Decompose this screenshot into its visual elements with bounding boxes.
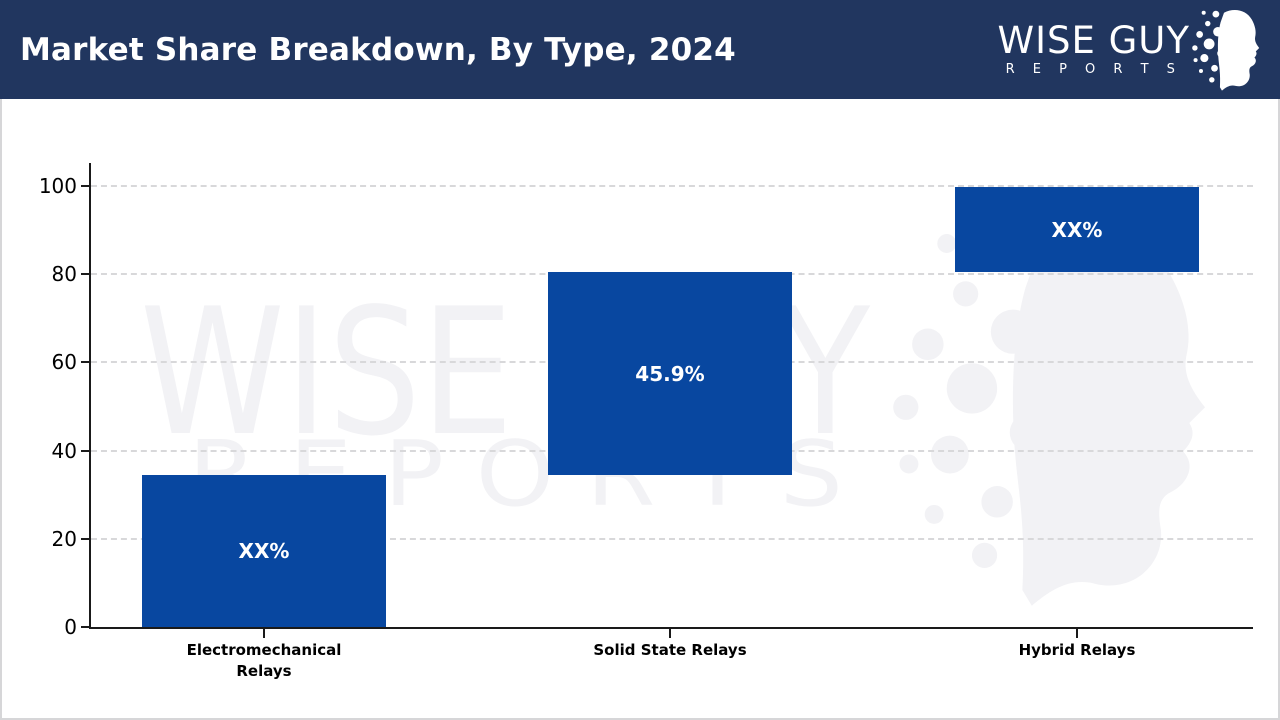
y-axis-tick-20 xyxy=(81,537,89,540)
y-axis-line xyxy=(89,163,91,629)
bar-value-label-solid-state-relays: 45.9% xyxy=(635,361,705,386)
y-axis-tick-100 xyxy=(81,185,89,187)
y-tick-label-80: 80 xyxy=(51,262,77,287)
watermark-head-profile xyxy=(893,230,1206,606)
y-axis-tick-60 xyxy=(81,361,89,364)
y-tick-label-100: 100 xyxy=(38,174,77,198)
chart-title: Market Share Breakdown, By Type, 2024 xyxy=(20,31,736,68)
bar-solid-state-relays xyxy=(548,272,792,475)
y-tick-label-40: 40 xyxy=(51,438,77,463)
bar-value-label-electromechanical-relays: XX% xyxy=(238,538,290,563)
x-axis-label-electromechanical-relays: Electromechanical Relays xyxy=(186,641,342,680)
bar-value-label-hybrid-relays: XX% xyxy=(1051,217,1103,242)
x-axis-tick-solid-state-relays xyxy=(669,629,671,638)
bar-electromechanical-relays xyxy=(142,474,386,627)
logo-wordmark-line2: R E P O R T S xyxy=(1005,62,1182,77)
x-axis-line xyxy=(89,627,1253,629)
x-axis-label-hybrid-relays: Hybrid Relays xyxy=(1018,641,1136,659)
y-tick-label-0: 0 xyxy=(64,615,77,639)
dotted-head-profile-icon xyxy=(1192,9,1260,91)
x-axis-tick-hybrid-relays xyxy=(1076,629,1078,638)
header-bar: Market Share Breakdown, By Type, 2024 WI… xyxy=(0,0,1280,99)
gridline-100 xyxy=(91,185,1253,187)
gridline-20 xyxy=(91,537,1253,540)
wise-guy-reports-logo: WISE GUY R E P O R T S xyxy=(998,6,1272,94)
y-tick-label-60: 60 xyxy=(51,350,77,375)
y-axis-tick-0 xyxy=(81,626,89,628)
y-tick-label-20: 20 xyxy=(51,526,77,551)
x-axis-tick-electromechanical-relays xyxy=(263,629,265,638)
y-axis-tick-80 xyxy=(81,273,89,276)
x-axis-label-solid-state-relays: Solid State Relays xyxy=(593,641,747,659)
logo-wordmark: WISE GUY R E P O R T S xyxy=(998,22,1190,77)
logo-wordmark-line1: WISE GUY xyxy=(997,19,1190,62)
y-axis-tick-40 xyxy=(81,449,89,452)
